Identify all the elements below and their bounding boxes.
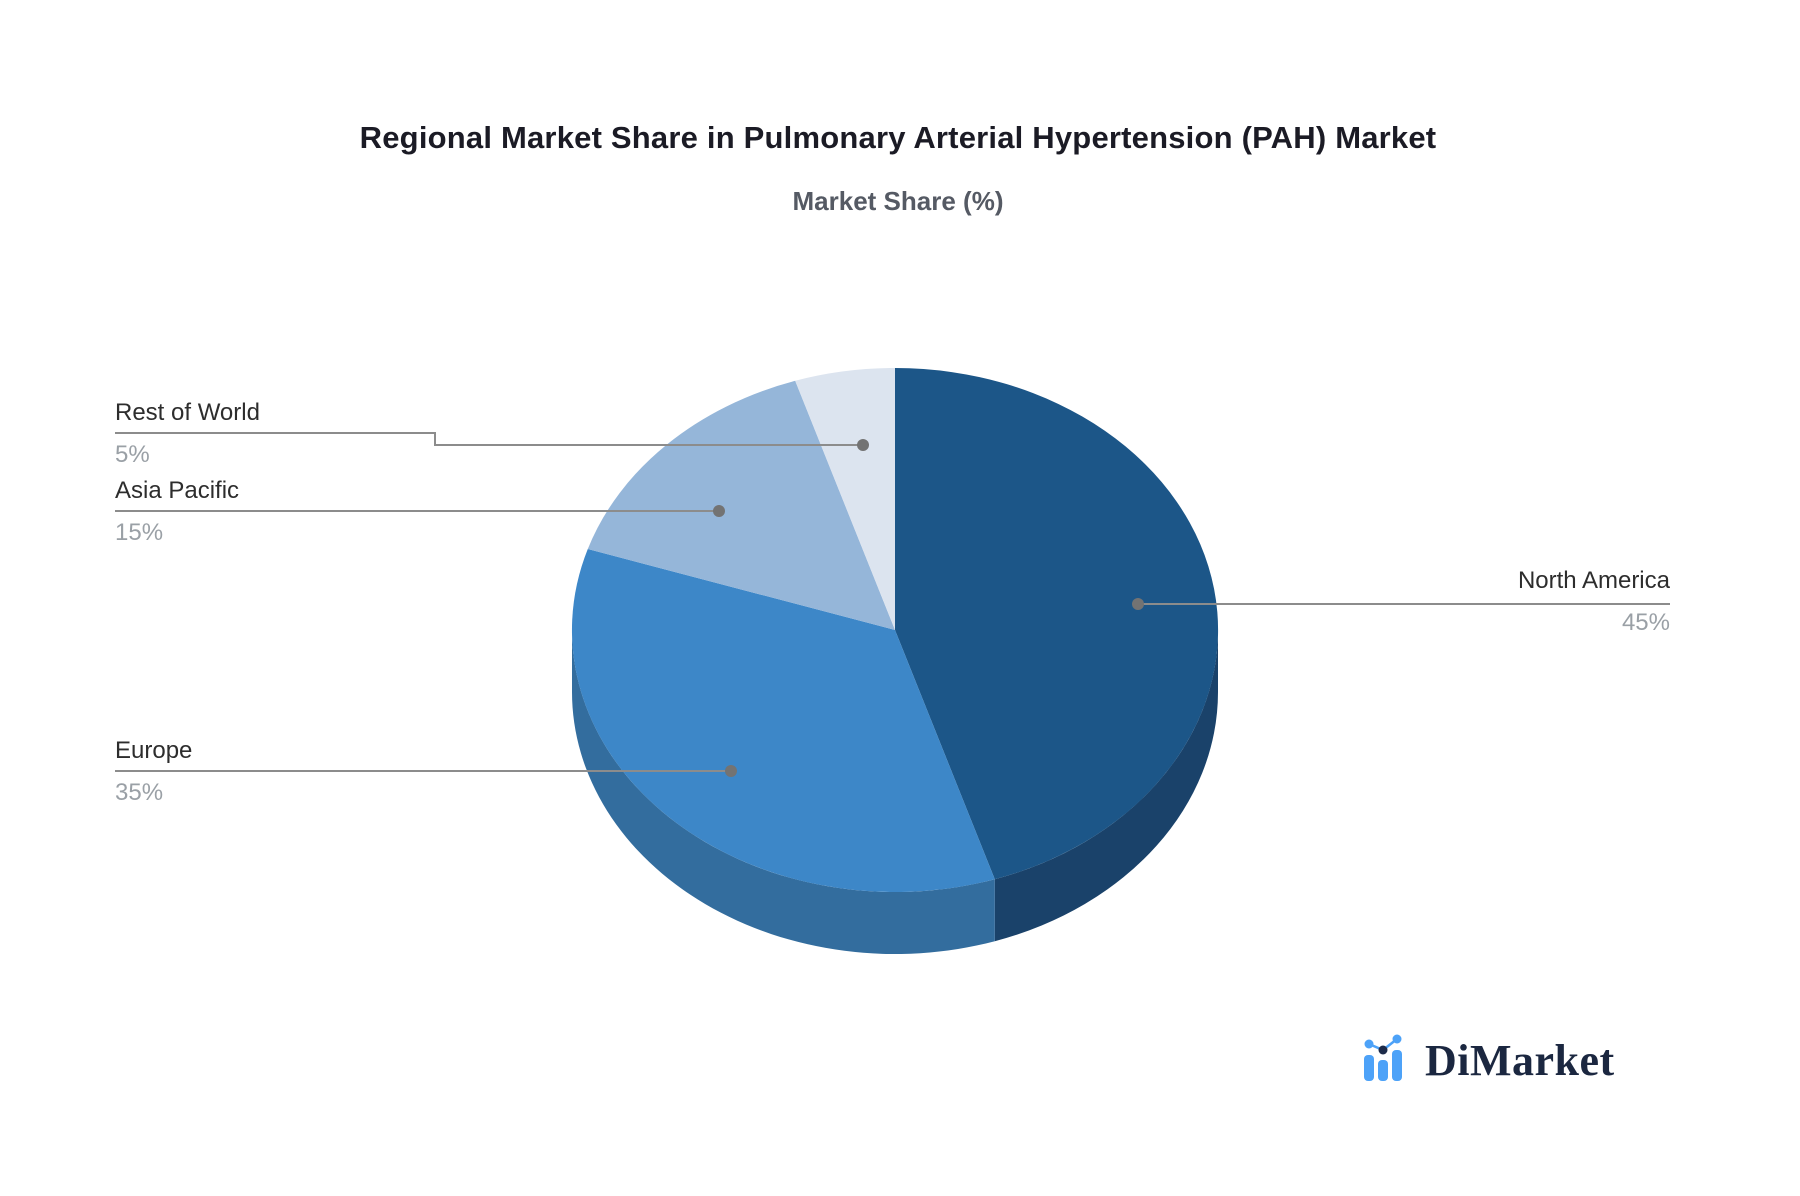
pie-slice-rest-of-world[interactable]	[795, 368, 895, 630]
pie-slice-europe[interactable]	[571, 549, 995, 893]
bar-line-chart-icon	[1364, 1034, 1402, 1081]
label-rest-of-world: Rest of World 5%	[115, 398, 260, 470]
chart-title: Regional Market Share in Pulmonary Arter…	[359, 120, 1437, 155]
label-europe-name: Europe	[115, 737, 193, 764]
label-asia-pacific-name: Asia Pacific	[115, 477, 240, 504]
label-rest-of-world-name: Rest of World	[115, 399, 260, 426]
label-europe-value: 35%	[115, 779, 164, 806]
pie-slice-side-north-america	[994, 630, 1218, 942]
label-north-america: North America 45%	[1518, 566, 1670, 638]
leader-dot-north-america	[1132, 598, 1144, 610]
label-rest-of-world-value: 5%	[115, 441, 150, 468]
leader-line-rest-of-world	[115, 432, 863, 446]
label-europe: Europe 35%	[115, 736, 192, 808]
label-north-america-name: North America	[1517, 567, 1670, 594]
pie-slice-north-america[interactable]	[895, 368, 1219, 880]
label-asia-pacific: Asia Pacific 15%	[115, 476, 239, 548]
pie-slice-side-europe	[572, 630, 995, 955]
label-asia-pacific-value: 15%	[115, 519, 164, 546]
pie-slice-asia-pacific[interactable]	[587, 380, 895, 630]
leader-dot-asia-pacific	[713, 505, 725, 517]
chart-subtitle: Market Share (%)	[792, 186, 1004, 216]
label-north-america-value: 45%	[1621, 609, 1670, 636]
leader-dot-europe	[725, 765, 737, 777]
leader-dot-rest-of-world	[857, 439, 869, 451]
brand-logo: DiMarket	[1363, 1034, 1615, 1087]
brand-name: DiMarket	[1425, 1036, 1615, 1085]
